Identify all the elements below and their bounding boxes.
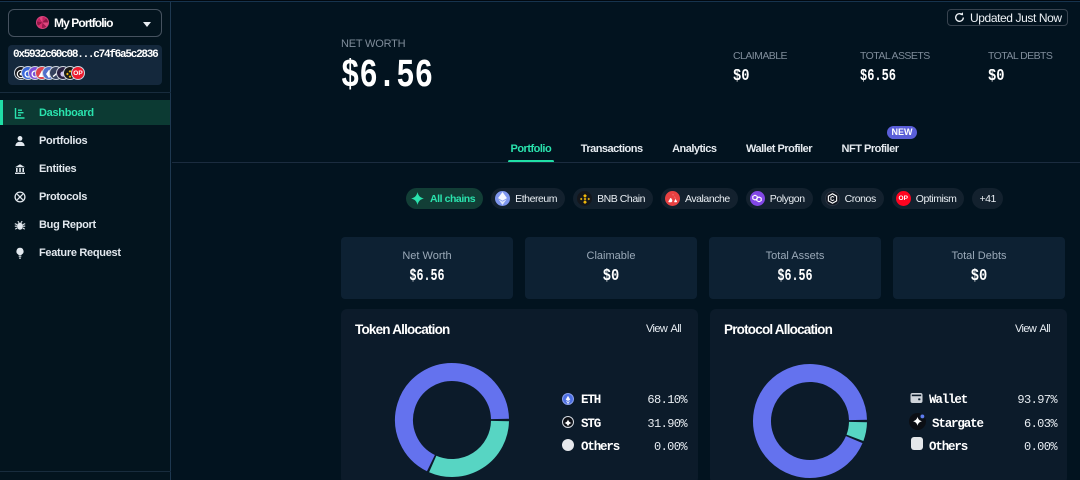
svg-text:$0: $0 <box>988 69 1005 83</box>
svg-text:$6.56: $6.56 <box>778 267 813 283</box>
svg-text:$0: $0 <box>733 69 750 83</box>
svg-text:$0: $0 <box>971 267 988 283</box>
svg-text:$6.56: $6.56 <box>410 267 445 283</box>
svg-text:$0: $0 <box>603 267 620 283</box>
svg-text:$6.56: $6.56 <box>860 69 896 83</box>
svg-text:$6.56: $6.56 <box>341 58 433 92</box>
